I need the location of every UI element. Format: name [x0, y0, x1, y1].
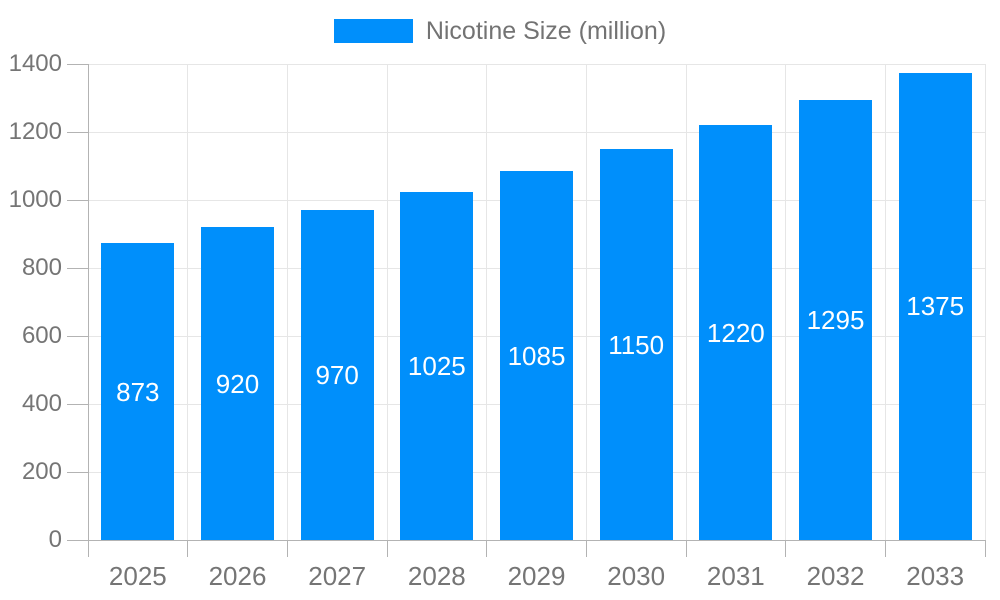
bar-value-label: 1085: [507, 340, 566, 371]
v-gridline: [486, 64, 488, 540]
x-axis-tick-label: 2031: [706, 561, 765, 591]
bar-value-label: 1375: [906, 291, 965, 322]
x-axis-tick: [486, 540, 488, 557]
legend-marker-swatch: [333, 19, 413, 43]
x-axis-tick: [884, 540, 886, 557]
x-axis-tick: [187, 540, 189, 557]
bar-value-label: 1295: [806, 304, 865, 335]
bar[interactable]: [599, 149, 673, 540]
v-gridline: [685, 64, 687, 540]
x-axis-tick-label: 2027: [308, 561, 367, 591]
y-axis-tick: [67, 131, 88, 133]
y-axis-tick-label: 600: [21, 322, 62, 349]
x-axis-tick-label: 2026: [208, 561, 267, 591]
v-gridline: [286, 64, 288, 540]
bar-value-label: 970: [315, 360, 359, 391]
v-gridline: [187, 64, 189, 540]
x-axis-tick-label: 2030: [607, 561, 666, 591]
legend: Nicotine Size (million): [0, 17, 1000, 45]
v-gridline: [585, 64, 587, 540]
bar[interactable]: [500, 171, 573, 540]
y-axis-tick-label: 1200: [8, 118, 62, 145]
bar-value-label: 873: [116, 376, 160, 407]
v-gridline: [884, 64, 886, 540]
legend-label: Nicotine Size (million): [425, 17, 667, 45]
legend-item[interactable]: Nicotine Size (million): [333, 17, 667, 45]
y-axis-tick: [67, 335, 88, 337]
x-axis-tick-label: 2025: [108, 561, 167, 591]
v-gridline: [386, 64, 388, 540]
bar[interactable]: [898, 72, 972, 540]
y-axis-tick: [67, 403, 88, 405]
bar-value-label: 1220: [706, 317, 765, 348]
y-axis-tick-label: 1000: [8, 186, 62, 213]
x-axis-line: [87, 539, 986, 541]
y-axis-tick-label: 400: [21, 390, 62, 417]
y-axis-tick: [67, 471, 88, 473]
x-axis-tick: [685, 540, 687, 557]
bar[interactable]: [201, 227, 274, 540]
y-axis-tick: [67, 199, 88, 201]
bar[interactable]: [101, 243, 175, 540]
x-axis-tick-label: 2029: [507, 561, 566, 591]
bar[interactable]: [400, 191, 474, 540]
v-gridline: [984, 64, 986, 540]
bar[interactable]: [699, 125, 773, 540]
x-axis-tick: [585, 540, 587, 557]
bar-value-label: 1150: [608, 329, 665, 360]
y-axis-tick-label: 800: [21, 254, 62, 281]
y-axis-tick: [67, 267, 88, 269]
x-axis-tick: [386, 540, 388, 557]
y-axis-tick-label: 200: [21, 458, 62, 485]
x-axis-tick-label: 2028: [407, 561, 466, 591]
x-axis-tick-label: 2032: [806, 561, 865, 591]
h-gridline: [88, 63, 985, 65]
x-axis-tick: [286, 540, 288, 557]
y-axis-line: [87, 64, 89, 540]
bar[interactable]: [799, 99, 872, 540]
y-axis-tick: [67, 539, 88, 541]
y-axis-tick: [67, 63, 88, 65]
x-axis-tick: [984, 540, 986, 557]
h-gridline: [88, 131, 985, 133]
bar[interactable]: [300, 210, 374, 540]
bar-value-label: 1025: [407, 350, 466, 381]
y-axis-tick-label: 0: [48, 526, 62, 553]
v-gridline: [785, 64, 787, 540]
x-axis-tick: [785, 540, 787, 557]
bar-value-label: 920: [215, 368, 260, 399]
x-axis-tick-label: 2033: [906, 561, 965, 591]
x-axis-tick: [87, 540, 89, 557]
y-axis-tick-label: 1400: [8, 50, 62, 77]
